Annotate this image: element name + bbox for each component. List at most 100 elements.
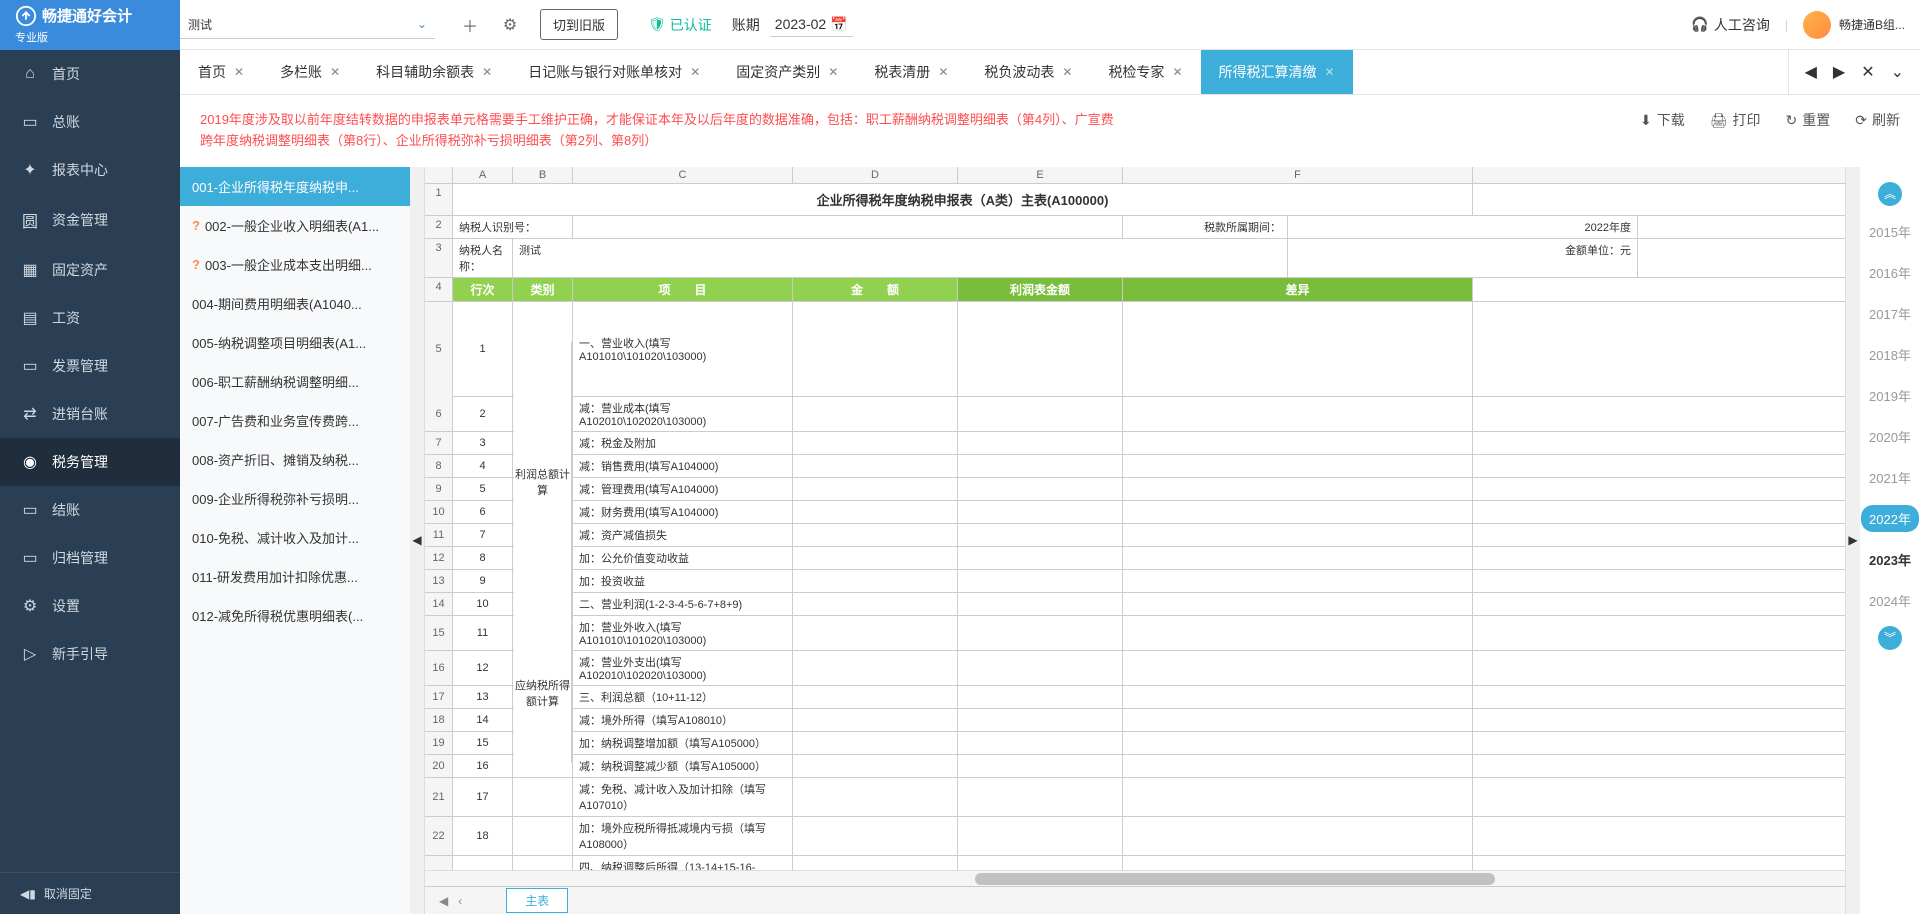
- sheet-tab-main[interactable]: 主表: [506, 888, 568, 913]
- tab-close[interactable]: ✕: [482, 65, 492, 79]
- form-item[interactable]: ?003-一般企业成本支出明细...: [180, 245, 410, 284]
- period-label: 账期: [732, 15, 760, 35]
- user-menu[interactable]: 畅捷通B组...: [1803, 11, 1905, 39]
- year-up[interactable]: ︽: [1878, 182, 1902, 206]
- year-2023年[interactable]: 2023年: [1861, 546, 1919, 573]
- tab-税检专家[interactable]: 税检专家✕: [1090, 50, 1200, 94]
- print-button[interactable]: 🖨打印: [1710, 110, 1761, 130]
- form-item[interactable]: 007-广告费和业务宣传费跨...: [180, 401, 410, 440]
- download-icon: ⬇: [1640, 112, 1652, 129]
- tab-首页[interactable]: 首页✕: [180, 50, 262, 94]
- form-item[interactable]: 012-减免所得税优惠明细表(...: [180, 596, 410, 635]
- refresh-icon: ⟳: [1855, 112, 1867, 129]
- nav-工资[interactable]: ▤工资: [0, 294, 180, 342]
- form-item[interactable]: 009-企业所得税弥补亏损明...: [180, 479, 410, 518]
- year-2024年[interactable]: 2024年: [1861, 587, 1919, 614]
- category-2: 应纳税所得额计算: [514, 623, 572, 763]
- tab-close[interactable]: ✕: [330, 65, 340, 79]
- download-button[interactable]: ⬇下载: [1640, 110, 1685, 130]
- pin-icon: ◀▮: [20, 887, 36, 901]
- tab-close[interactable]: ✕: [1325, 65, 1335, 79]
- nav-归档管理[interactable]: ▭归档管理: [0, 534, 180, 582]
- nav-首页[interactable]: ⌂首页: [0, 50, 180, 98]
- year-2015年[interactable]: 2015年: [1861, 218, 1919, 245]
- tab-科目辅助余额表[interactable]: 科目辅助余额表✕: [358, 50, 510, 94]
- company-select[interactable]: 测试 ⌄: [180, 11, 435, 39]
- collapse-years[interactable]: ▶: [1845, 167, 1860, 914]
- nav-icon: ▦: [20, 260, 40, 280]
- year-2022年[interactable]: 2022年: [1861, 505, 1919, 532]
- nav-固定资产[interactable]: ▦固定资产: [0, 246, 180, 294]
- period-value[interactable]: 2023-02 📅: [770, 13, 853, 37]
- tab-prev[interactable]: ◀: [1797, 62, 1825, 82]
- year-2017年[interactable]: 2017年: [1861, 300, 1919, 327]
- company-value: 测试: [188, 16, 212, 33]
- tab-close-all[interactable]: ✕: [1853, 62, 1882, 82]
- sidebar: ⌂首页▭总账✦报表中心圆资金管理▦固定资产▤工资▭发票管理⇄进销台账◉税务管理▭…: [0, 50, 180, 914]
- form-item[interactable]: 011-研发费用加计扣除优惠...: [180, 557, 410, 596]
- nav-报表中心[interactable]: ✦报表中心: [0, 146, 180, 194]
- logo-sub: 专业版: [15, 29, 165, 45]
- form-item[interactable]: 005-纳税调整项目明细表(A1...: [180, 323, 410, 362]
- nav-结账[interactable]: ▭结账: [0, 486, 180, 534]
- nav-发票管理[interactable]: ▭发票管理: [0, 342, 180, 390]
- nav-icon: ◉: [20, 452, 40, 472]
- year-2018年[interactable]: 2018年: [1861, 341, 1919, 368]
- support-button[interactable]: 🎧 人工咨询: [1691, 15, 1769, 35]
- year-2020年[interactable]: 2020年: [1861, 423, 1919, 450]
- sheet-prev[interactable]: ‹: [454, 894, 466, 908]
- shield-icon: 🛡: [648, 16, 666, 33]
- nav-进销台账[interactable]: ⇄进销台账: [0, 390, 180, 438]
- headset-icon: 🎧: [1691, 16, 1708, 33]
- form-item[interactable]: 008-资产折旧、摊销及纳税...: [180, 440, 410, 479]
- refresh-button[interactable]: ⟳刷新: [1855, 110, 1900, 130]
- nav-icon: ▭: [20, 500, 40, 520]
- form-item[interactable]: 010-免税、减计收入及加计...: [180, 518, 410, 557]
- unpin-button[interactable]: ◀▮ 取消固定: [0, 872, 180, 914]
- tab-close[interactable]: ✕: [1172, 65, 1182, 79]
- form-item[interactable]: 001-企业所得税年度纳税申...: [180, 167, 410, 206]
- tab-税表清册[interactable]: 税表清册✕: [856, 50, 966, 94]
- tab-close[interactable]: ✕: [1062, 65, 1072, 79]
- form-list: 001-企业所得税年度纳税申...?002-一般企业收入明细表(A1...?00…: [180, 167, 410, 914]
- tab-所得税汇算清缴[interactable]: 所得税汇算清缴✕: [1201, 50, 1353, 94]
- year-2019年[interactable]: 2019年: [1861, 382, 1919, 409]
- period: 账期 2023-02 📅: [732, 13, 853, 37]
- tab-税负波动表[interactable]: 税负波动表✕: [966, 50, 1090, 94]
- chevron-down-icon: ⌄: [417, 17, 427, 31]
- nav-icon: 圆: [20, 208, 40, 232]
- tab-menu[interactable]: ⌄: [1883, 62, 1912, 82]
- nav-icon: ✦: [20, 160, 40, 180]
- year-2021年[interactable]: 2021年: [1861, 464, 1919, 491]
- tab-日记账与银行对账单核对[interactable]: 日记账与银行对账单核对✕: [510, 50, 718, 94]
- collapse-forms[interactable]: ◀: [410, 167, 425, 914]
- tab-close[interactable]: ✕: [690, 65, 700, 79]
- year-2016年[interactable]: 2016年: [1861, 259, 1919, 286]
- nav-税务管理[interactable]: ◉税务管理: [0, 438, 180, 486]
- form-item[interactable]: ?002-一般企业收入明细表(A1...: [180, 206, 410, 245]
- spreadsheet: ABC DEF 1企业所得税年度纳税申报表（A类）主表(A100000)2纳税人…: [425, 167, 1845, 914]
- year-down[interactable]: ︾: [1878, 626, 1902, 650]
- h-scrollbar[interactable]: [425, 870, 1845, 886]
- nav-新手引导[interactable]: ▷新手引导: [0, 630, 180, 678]
- nav-总账[interactable]: ▭总账: [0, 98, 180, 146]
- form-item[interactable]: 006-职工薪酬纳税调整明细...: [180, 362, 410, 401]
- nav-icon: ▭: [20, 112, 40, 132]
- tab-固定资产类别[interactable]: 固定资产类别✕: [718, 50, 856, 94]
- tab-next[interactable]: ▶: [1825, 62, 1853, 82]
- tab-close[interactable]: ✕: [828, 65, 838, 79]
- avatar: [1803, 11, 1831, 39]
- tab-close[interactable]: ✕: [938, 65, 948, 79]
- nav-设置[interactable]: ⚙设置: [0, 582, 180, 630]
- reset-button[interactable]: ↻重置: [1786, 110, 1831, 130]
- nav-icon: ▤: [20, 308, 40, 328]
- tab-多栏账[interactable]: 多栏账✕: [262, 50, 358, 94]
- gear-icon[interactable]: ⚙: [500, 15, 520, 35]
- old-version-button[interactable]: 切到旧版: [540, 9, 618, 40]
- plus-icon[interactable]: ＋: [460, 15, 480, 35]
- tab-close[interactable]: ✕: [234, 65, 244, 79]
- nav-icon: ▷: [20, 644, 40, 664]
- form-item[interactable]: 004-期间费用明细表(A1040...: [180, 284, 410, 323]
- nav-资金管理[interactable]: 圆资金管理: [0, 194, 180, 246]
- sheet-first[interactable]: ◀: [435, 894, 452, 908]
